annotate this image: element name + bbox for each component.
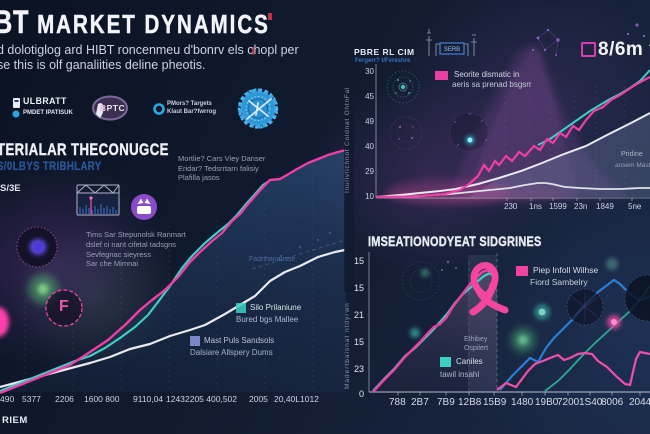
svg-text:SERB: SERB <box>444 47 460 53</box>
